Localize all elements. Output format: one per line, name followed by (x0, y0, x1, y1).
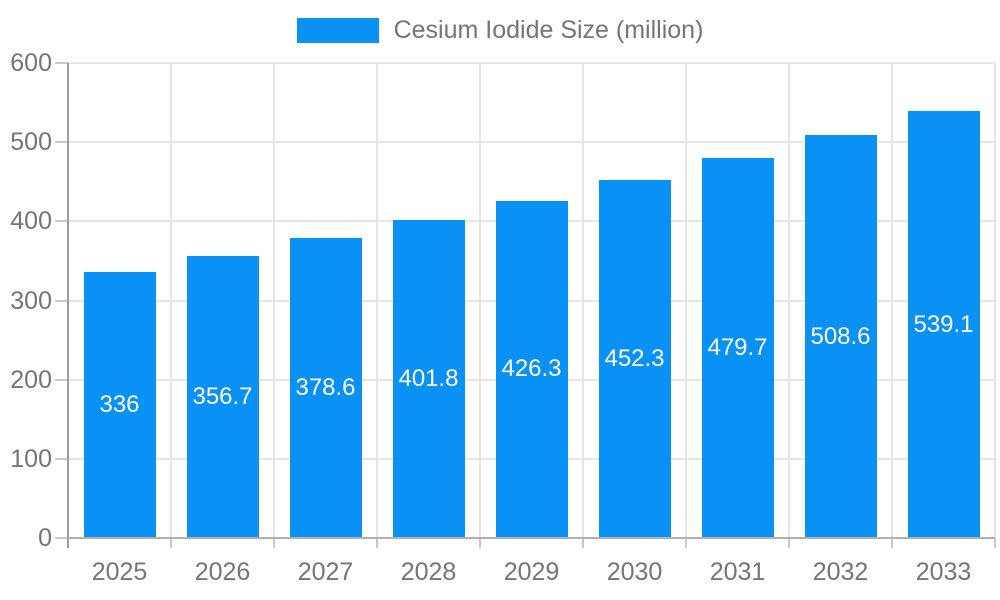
y-axis-tick (55, 537, 68, 539)
v-gridline (273, 63, 275, 538)
bar-value-label: 539.1 (913, 310, 974, 338)
x-axis-tick-label: 2028 (400, 558, 457, 586)
x-axis-tick (273, 538, 275, 548)
y-axis-tick (55, 220, 68, 223)
y-axis-tick-label: 300 (10, 286, 52, 315)
x-axis-tick (685, 538, 687, 548)
v-gridline (994, 63, 996, 538)
bar[interactable]: 479.7 (701, 158, 774, 538)
x-axis-tick (479, 538, 481, 548)
x-axis-tick-label: 2027 (297, 558, 354, 586)
h-gridline (68, 141, 995, 144)
x-axis-tick (994, 538, 996, 548)
y-axis-tick (55, 141, 68, 144)
y-axis-line (67, 63, 69, 548)
legend-item[interactable]: Cesium Iodide Size (million) (296, 16, 704, 45)
y-axis-tick (55, 378, 68, 381)
x-axis-tick (582, 538, 584, 548)
y-axis-tick (55, 299, 68, 302)
v-gridline (170, 63, 172, 538)
bar-value-label: 508.6 (810, 322, 871, 350)
y-axis-tick-label: 500 (10, 128, 52, 157)
v-gridline (891, 63, 893, 538)
x-axis-tick-label: 2031 (709, 558, 766, 586)
h-gridline (68, 62, 995, 64)
y-axis-tick-label: 100 (10, 444, 52, 473)
bar[interactable]: 401.8 (392, 219, 465, 538)
y-axis-tick-label: 200 (10, 365, 52, 394)
bar[interactable]: 426.3 (495, 200, 568, 538)
bar-value-label: 378.6 (295, 374, 356, 402)
v-gridline (582, 63, 584, 538)
y-axis-tick-label: 0 (38, 524, 52, 552)
bar[interactable]: 378.6 (289, 238, 362, 538)
legend: Cesium Iodide Size (million) (0, 16, 1000, 45)
v-gridline (788, 63, 790, 538)
bar-value-label: 426.3 (501, 355, 562, 383)
y-axis-tick-label: 400 (10, 207, 52, 236)
v-gridline (685, 63, 687, 538)
x-axis-tick-label: 2032 (812, 558, 869, 586)
x-axis-tick-label: 2033 (915, 558, 972, 586)
y-axis-tick (55, 62, 68, 64)
bar[interactable]: 336 (83, 272, 156, 538)
x-axis-tick-label: 2026 (194, 558, 251, 586)
x-axis-tick (170, 538, 172, 548)
bar[interactable]: 356.7 (186, 255, 259, 538)
y-axis-tick (55, 457, 68, 460)
v-gridline (479, 63, 481, 538)
bar-value-label: 401.8 (398, 364, 459, 392)
x-axis-tick-label: 2029 (503, 558, 560, 586)
x-axis-tick (376, 538, 378, 548)
bar[interactable]: 539.1 (907, 111, 980, 538)
bar[interactable]: 508.6 (804, 135, 877, 538)
bar-value-label: 336 (99, 391, 140, 418)
x-axis-line (68, 537, 995, 539)
x-axis-tick (891, 538, 893, 548)
x-axis-tick (788, 538, 790, 548)
y-axis-tick-label: 600 (10, 49, 52, 77)
bar-value-label: 356.7 (192, 382, 253, 410)
bar[interactable]: 452.3 (598, 179, 671, 538)
bar-value-label: 479.7 (707, 334, 768, 362)
x-axis-tick-label: 2025 (91, 558, 148, 586)
x-axis-tick-label: 2030 (606, 558, 663, 586)
bar-value-label: 452.3 (604, 344, 665, 372)
legend-label: Cesium Iodide Size (million) (393, 16, 704, 44)
legend-swatch-icon (296, 18, 379, 43)
v-gridline (376, 63, 378, 538)
